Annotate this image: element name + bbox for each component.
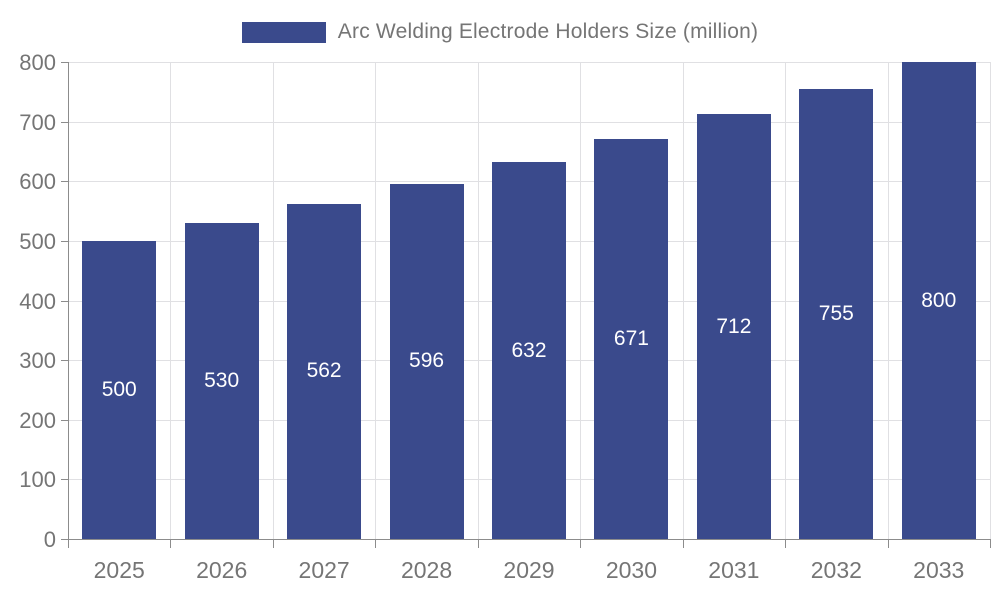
y-tick (61, 360, 68, 362)
v-gridline (375, 62, 377, 539)
bar-2029: 632 (492, 162, 566, 539)
v-gridline (170, 62, 172, 539)
bar-2027: 562 (287, 203, 362, 539)
bar-2028: 596 (389, 183, 464, 539)
y-axis-line (68, 62, 69, 540)
x-tick (170, 540, 172, 548)
bar-value-label: 755 (818, 301, 854, 325)
y-tick-label: 400 (19, 288, 56, 314)
y-tick (61, 300, 68, 302)
v-gridline (990, 62, 991, 539)
y-tick (61, 539, 68, 540)
x-tick (68, 540, 69, 548)
bar-value-label: 632 (511, 338, 547, 362)
x-tick (887, 540, 889, 548)
y-tick (61, 62, 68, 63)
y-tick-label: 500 (19, 228, 56, 254)
bar-value-label: 712 (716, 314, 752, 338)
x-tick-label: 2033 (913, 557, 965, 583)
x-tick-label: 2026 (196, 557, 248, 583)
bar-2030: 671 (594, 138, 669, 539)
bar-2032: 755 (799, 88, 874, 539)
v-gridline (785, 62, 787, 539)
y-tick-label: 100 (19, 467, 56, 493)
x-tick-label: 2025 (93, 557, 145, 583)
legend-label: Arc Welding Electrode Holders Size (mill… (337, 20, 759, 43)
bar-2031: 712 (696, 114, 771, 539)
v-gridline (272, 62, 274, 539)
y-tick-label: 600 (19, 169, 56, 195)
x-tick-label: 2029 (503, 557, 555, 583)
x-tick-label: 2032 (810, 557, 862, 583)
x-tick-label: 2031 (708, 557, 760, 583)
y-tick (61, 419, 68, 421)
bar-value-label: 530 (204, 368, 240, 392)
y-tick-label: 0 (43, 527, 56, 552)
bar-2033: 800 (901, 62, 976, 539)
bar-value-label: 500 (101, 377, 137, 401)
y-tick (61, 240, 68, 242)
v-gridline (682, 62, 684, 539)
x-tick (580, 540, 582, 548)
bar-value-label: 800 (921, 288, 957, 312)
y-tick-label: 800 (19, 50, 56, 75)
v-gridline (477, 62, 479, 539)
x-tick (477, 540, 479, 548)
bar-value-label: 562 (306, 359, 342, 383)
legend: Arc Welding Electrode Holders Size (mill… (0, 20, 1000, 44)
bar-2026: 530 (184, 222, 259, 539)
x-tick-label: 2028 (400, 557, 453, 583)
x-tick (272, 540, 274, 548)
bar-value-label: 596 (409, 349, 445, 373)
y-tick (61, 121, 68, 123)
x-axis-line (68, 539, 991, 540)
legend-swatch (241, 21, 326, 43)
y-tick-label: 700 (19, 109, 56, 135)
v-gridline (580, 62, 582, 539)
x-tick (990, 540, 991, 548)
x-tick-label: 2027 (298, 557, 350, 583)
bar-value-label: 671 (613, 326, 649, 350)
x-tick (682, 540, 684, 548)
h-gridline (68, 121, 990, 123)
v-gridline (887, 62, 889, 539)
y-tick (61, 181, 68, 183)
y-tick-label: 200 (19, 407, 56, 433)
bar-2025: 500 (82, 240, 157, 539)
y-tick (61, 479, 68, 481)
x-tick-label: 2030 (605, 557, 658, 583)
h-gridline (68, 62, 990, 63)
x-tick (375, 540, 377, 548)
x-tick (785, 540, 787, 548)
y-tick-label: 300 (19, 348, 56, 374)
